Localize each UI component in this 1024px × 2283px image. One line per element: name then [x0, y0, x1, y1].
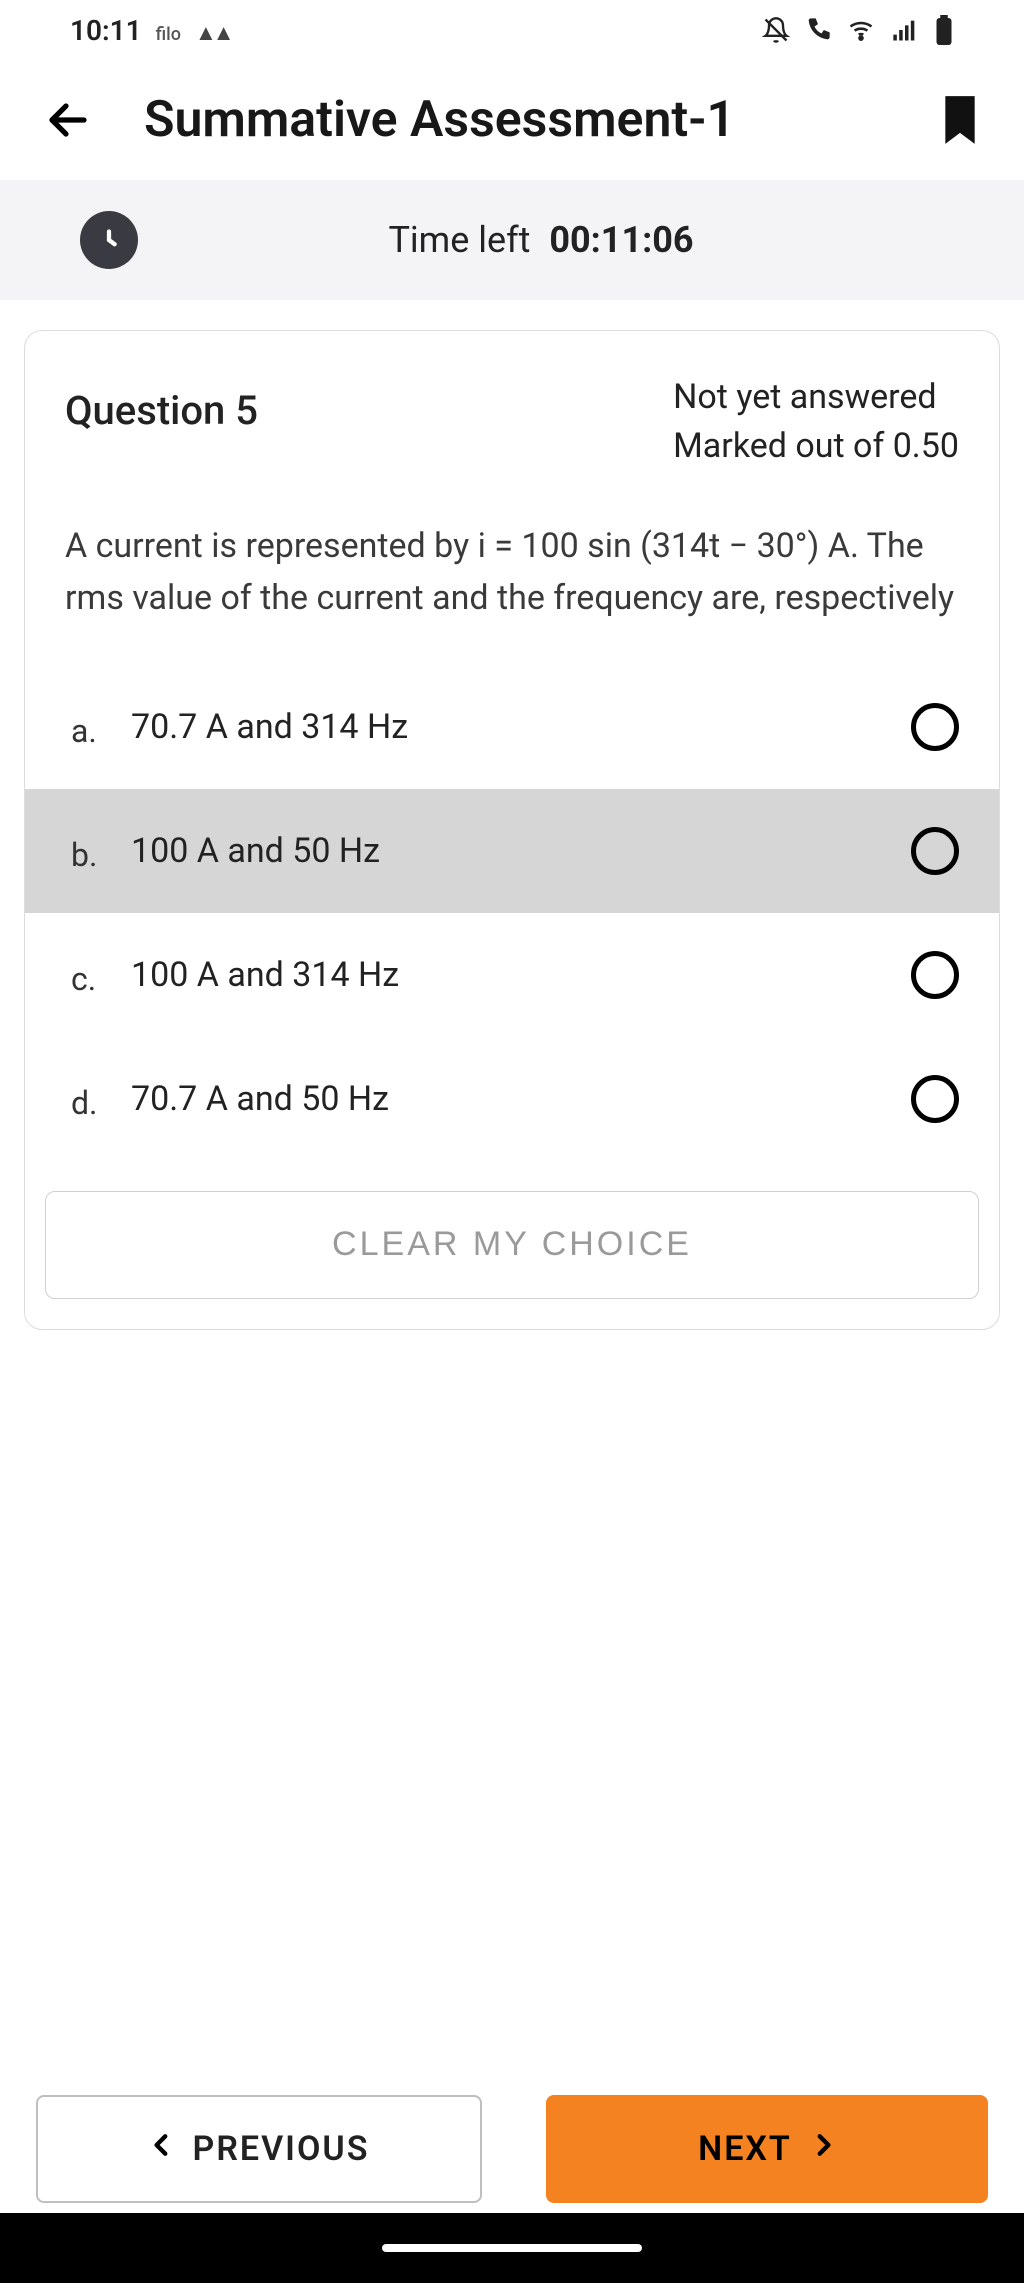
option-letter: d.	[71, 1076, 111, 1122]
clear-wrap: CLEAR MY CHOICE	[25, 1161, 999, 1329]
landscape-icon: ▲▲	[195, 20, 231, 46]
wifi-icon	[846, 16, 876, 44]
status-time: 10:11	[70, 14, 142, 47]
battery-icon	[934, 15, 954, 45]
app-bar: Summative Assessment-1	[0, 60, 1024, 180]
option-text: 70.7 A and 314 Hz	[131, 707, 891, 747]
screen: 10:11 filo ▲▲	[0, 0, 1024, 2283]
option-text: 100 A and 50 Hz	[131, 831, 891, 871]
bottom-nav: PREVIOUS NEXT	[0, 2095, 1024, 2203]
radio-icon	[911, 703, 959, 751]
question-status-line2: Marked out of 0.50	[673, 422, 959, 471]
page-title: Summative Assessment-1	[144, 91, 888, 149]
radio-icon	[911, 1075, 959, 1123]
status-app-label: filo	[156, 24, 181, 45]
option-d[interactable]: d. 70.7 A and 50 Hz	[25, 1037, 999, 1161]
timer-label: Time left	[388, 219, 530, 261]
status-left: 10:11 filo ▲▲	[70, 14, 231, 47]
question-card: Question 5 Not yet answered Marked out o…	[24, 330, 1000, 1330]
next-label: NEXT	[698, 2129, 792, 2169]
radio-icon	[911, 951, 959, 999]
option-b[interactable]: b. 100 A and 50 Hz	[25, 789, 999, 913]
nav-handle[interactable]	[382, 2244, 642, 2252]
back-button[interactable]	[40, 92, 96, 148]
previous-button[interactable]: PREVIOUS	[36, 2095, 482, 2203]
chevron-left-icon	[149, 2128, 175, 2171]
signal-icon	[890, 16, 920, 44]
timer-bar: Time left 00:11:06	[0, 180, 1024, 300]
system-nav-bar	[0, 2213, 1024, 2283]
question-text: A current is represented by i = 100 sin …	[25, 492, 999, 665]
bell-off-icon	[762, 16, 790, 44]
option-letter: a.	[71, 704, 111, 750]
clear-choice-button[interactable]: CLEAR MY CHOICE	[45, 1191, 979, 1299]
status-right	[762, 15, 954, 45]
question-number: Question 5	[65, 373, 258, 472]
status-bar: 10:11 filo ▲▲	[0, 0, 1024, 60]
previous-label: PREVIOUS	[193, 2129, 370, 2169]
question-header: Question 5 Not yet answered Marked out o…	[25, 331, 999, 492]
option-a[interactable]: a. 70.7 A and 314 Hz	[25, 665, 999, 789]
clock-icon	[80, 211, 138, 269]
question-status-line1: Not yet answered	[673, 373, 959, 422]
question-status: Not yet answered Marked out of 0.50	[673, 373, 959, 472]
chevron-right-icon	[810, 2128, 836, 2171]
bookmark-button[interactable]	[936, 90, 984, 150]
option-c[interactable]: c. 100 A and 314 Hz	[25, 913, 999, 1037]
radio-icon	[911, 827, 959, 875]
timer-text: Time left 00:11:06	[138, 219, 944, 261]
options-list: a. 70.7 A and 314 Hz b. 100 A and 50 Hz …	[25, 665, 999, 1161]
timer-value: 00:11:06	[549, 219, 693, 261]
card-wrap: Question 5 Not yet answered Marked out o…	[0, 300, 1024, 1330]
option-letter: c.	[71, 952, 111, 998]
option-text: 100 A and 314 Hz	[131, 955, 891, 995]
phone-call-icon	[804, 16, 832, 44]
option-text: 70.7 A and 50 Hz	[131, 1079, 891, 1119]
option-letter: b.	[71, 828, 111, 874]
next-button[interactable]: NEXT	[546, 2095, 988, 2203]
